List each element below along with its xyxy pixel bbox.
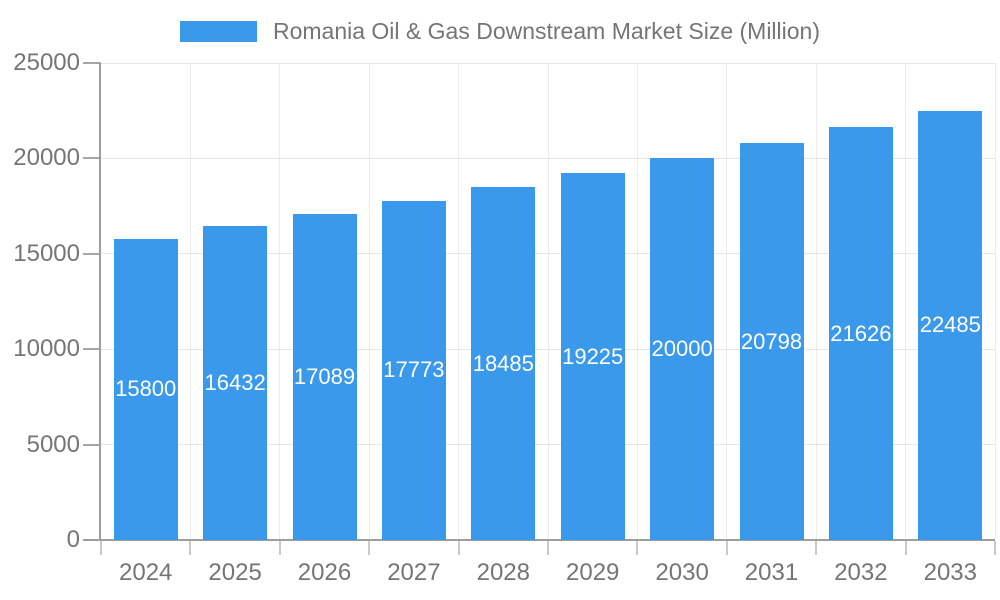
- horizontal-gridline: [101, 348, 995, 350]
- bar[interactable]: [828, 127, 893, 540]
- x-axis-tick-label: 2031: [744, 559, 799, 586]
- x-axis-tick-label: 2024: [118, 559, 173, 586]
- vertical-gridline: [905, 63, 907, 540]
- y-axis-tick-label: 0: [66, 526, 80, 553]
- y-axis-line: [99, 63, 101, 540]
- legend-label: Romania Oil & Gas Downstream Market Size…: [272, 18, 821, 44]
- x-axis-tick-label: 2026: [297, 559, 352, 586]
- x-axis-tick-label: 2028: [476, 559, 530, 586]
- horizontal-gridline: [101, 444, 995, 446]
- bar[interactable]: [381, 200, 446, 540]
- plot-area: 0 5000 10000 15000 20000 25000 15800 2024 16432 2…: [13, 49, 996, 586]
- x-axis-tick-label: 2033: [923, 559, 977, 586]
- bar[interactable]: [292, 213, 357, 540]
- bar[interactable]: [560, 173, 625, 540]
- y-axis-tick: [83, 443, 101, 446]
- x-axis-tick: [904, 541, 907, 555]
- bar-value-label: 15800: [115, 376, 177, 402]
- bar[interactable]: [113, 238, 178, 540]
- bar[interactable]: [650, 158, 715, 540]
- x-axis-tick: [278, 541, 281, 555]
- x-axis-tick: [725, 541, 728, 555]
- y-axis-tick: [83, 62, 101, 64]
- legend-item[interactable]: Romania Oil & Gas Downstream Market Size…: [0, 17, 1000, 45]
- x-axis-tick-label: 2030: [655, 559, 709, 586]
- vertical-gridline: [636, 63, 638, 540]
- bar-value-label: 20798: [740, 328, 803, 354]
- y-axis-tick: [83, 157, 101, 160]
- x-axis-tick: [547, 541, 549, 555]
- x-axis-tick: [815, 541, 818, 555]
- legend-color-swatch: [179, 20, 257, 42]
- bar-value-label: 16432: [204, 370, 266, 396]
- bar[interactable]: [918, 110, 983, 540]
- x-axis-tick: [100, 541, 102, 555]
- x-axis-tick: [368, 541, 371, 555]
- y-axis-tick-label: 20000: [13, 144, 80, 172]
- bar-value-label: 17773: [383, 357, 445, 383]
- vertical-gridline: [994, 63, 996, 540]
- x-axis-tick-label: 2029: [565, 559, 620, 586]
- y-axis-tick: [83, 252, 101, 255]
- vertical-gridline: [547, 63, 549, 540]
- y-axis-tick-label: 5000: [26, 430, 80, 458]
- horizontal-gridline: [101, 253, 995, 255]
- vertical-gridline: [458, 63, 460, 540]
- bar-value-label: 17089: [293, 363, 356, 389]
- x-axis-tick: [189, 541, 192, 555]
- x-axis-tick-label: 2032: [834, 559, 888, 586]
- x-axis-tick: [636, 541, 639, 555]
- vertical-gridline: [279, 63, 281, 540]
- bar[interactable]: [471, 187, 536, 540]
- y-axis-tick-label: 15000: [13, 239, 80, 267]
- bar-value-label: 20000: [651, 336, 713, 362]
- bar-value-label: 22485: [919, 312, 981, 338]
- bar-value-label: 21626: [830, 320, 892, 346]
- x-axis-line: [83, 539, 995, 541]
- vertical-gridline: [189, 63, 191, 540]
- y-axis-tick-label: 25000: [13, 49, 80, 76]
- vertical-gridline: [726, 63, 728, 540]
- y-axis-tick: [83, 348, 101, 351]
- x-axis-tick: [994, 541, 996, 555]
- x-axis-tick-label: 2027: [387, 559, 441, 586]
- horizontal-gridline: [101, 157, 995, 159]
- y-axis-tick-label: 10000: [13, 335, 80, 363]
- bar[interactable]: [203, 226, 268, 540]
- x-axis-tick: [457, 541, 460, 555]
- bar-value-label: 19225: [562, 343, 624, 369]
- bar-value-label: 18485: [472, 350, 534, 376]
- horizontal-gridline: [101, 62, 995, 64]
- vertical-gridline: [815, 63, 817, 540]
- vertical-gridline: [368, 63, 370, 540]
- x-axis-tick-label: 2025: [208, 559, 262, 586]
- bar[interactable]: [739, 143, 804, 540]
